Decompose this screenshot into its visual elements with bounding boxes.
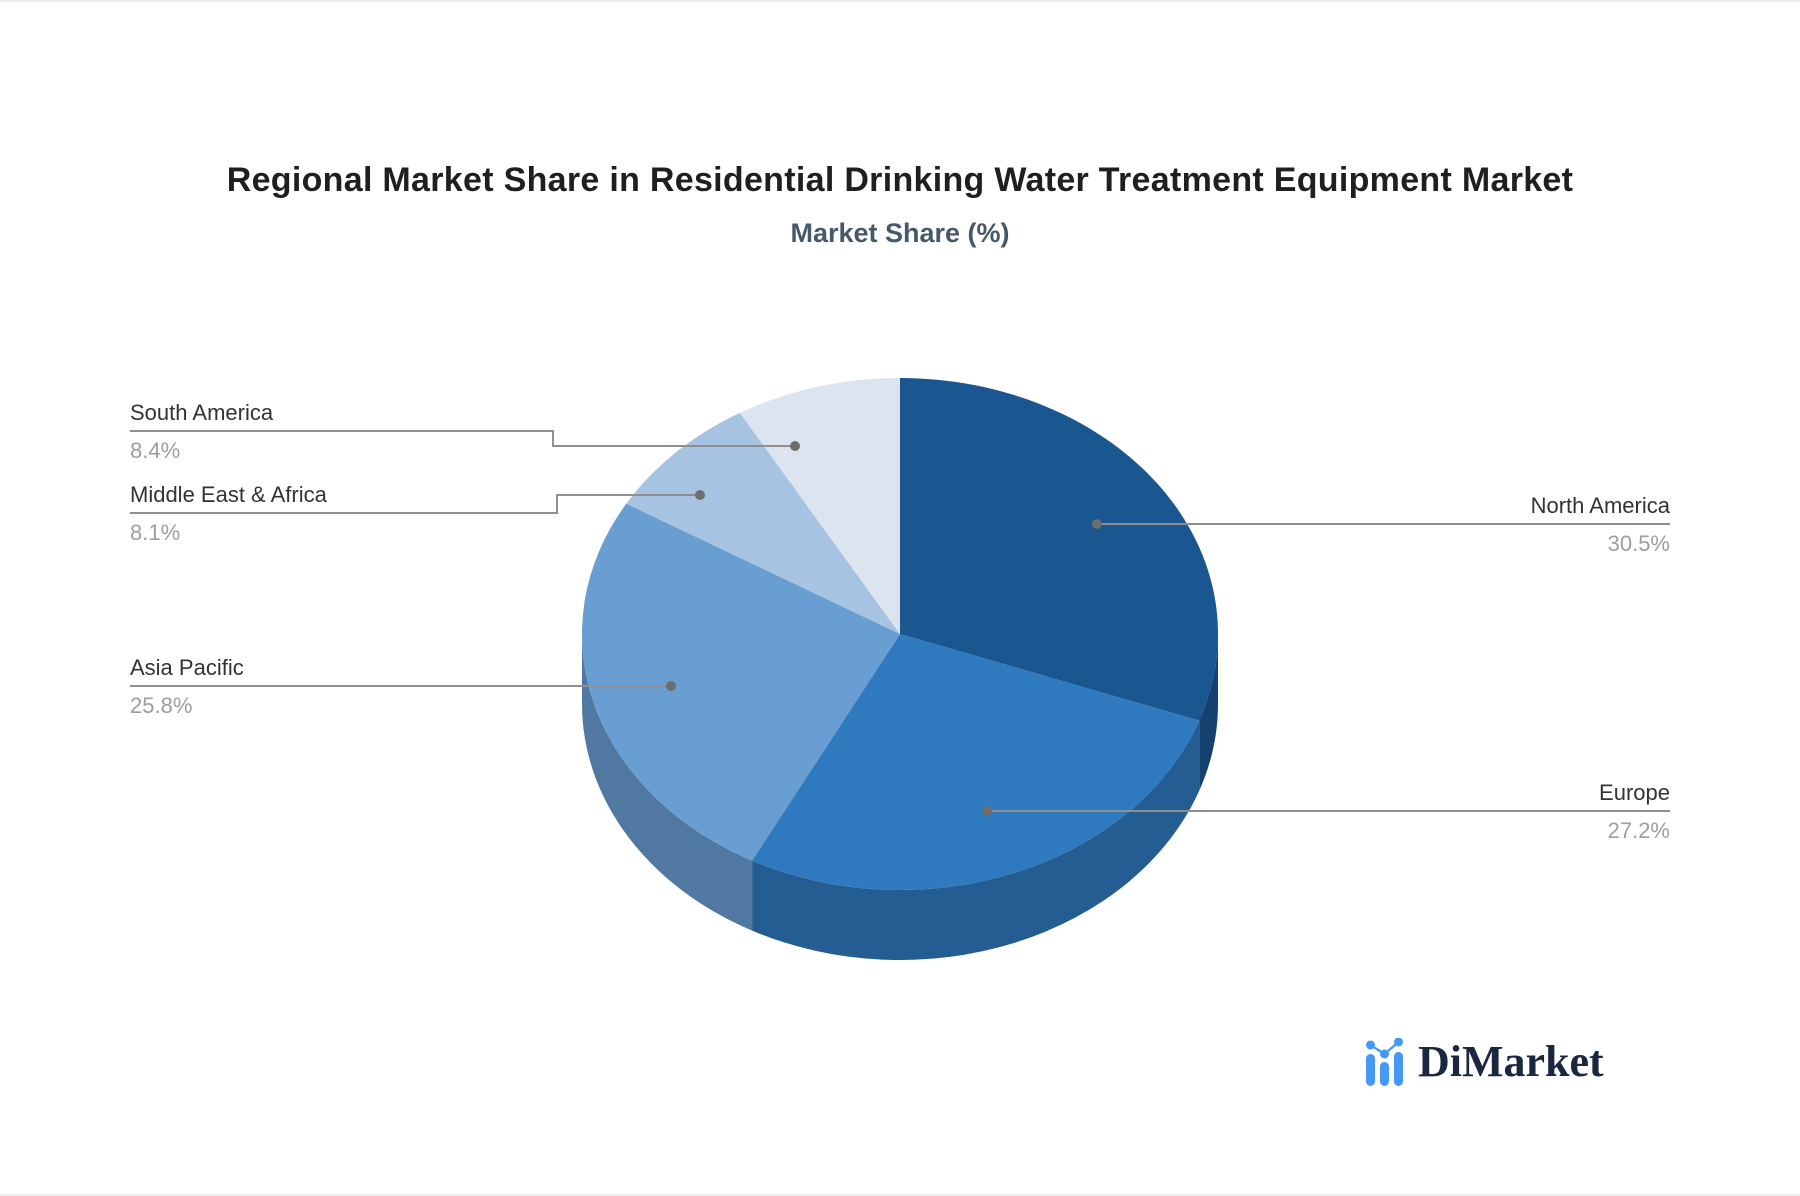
brand-logo: DiMarket [1366, 1038, 1604, 1086]
leader-dot-south-america [790, 441, 800, 451]
chart-title: Regional Market Share in Residential Dri… [226, 160, 1574, 199]
chart-subtitle: Market Share (%) [790, 218, 1010, 249]
slice-label: South America [130, 400, 274, 425]
slice-percentage: 30.5% [1607, 531, 1670, 556]
pie-slice-side-asia-pacific [582, 634, 753, 931]
pie-slice-south-america [739, 378, 900, 634]
slice-percentage: 27.2% [1607, 818, 1670, 843]
leader-line-south-america [130, 430, 795, 447]
label-asia-pacific: Asia Pacific 25.8% [130, 653, 244, 720]
pie-slice-middle-east-africa [626, 412, 900, 634]
leader-dot-middle-east-africa [695, 490, 705, 500]
pie-slice-europe [752, 634, 1200, 890]
top-border [0, 0, 1800, 2]
label-north-america: North America 30.5% [1531, 491, 1670, 558]
slice-label: North America [1530, 493, 1670, 518]
slice-label: Middle East & Africa [130, 482, 327, 507]
leader-line-middle-east-africa [130, 494, 700, 514]
leader-dot-asia-pacific [666, 681, 676, 691]
slice-label: Europe [1599, 780, 1670, 805]
bottom-border [0, 1194, 1800, 1196]
slice-percentage: 8.1% [130, 520, 181, 545]
label-south-america: South America 8.4% [130, 398, 273, 465]
pie-slice-side-north-america [1199, 634, 1218, 791]
pie-slice-asia-pacific [581, 503, 900, 861]
slice-percentage: 25.8% [130, 693, 193, 718]
slice-label: Asia Pacific [130, 655, 244, 680]
slice-percentage: 8.4% [130, 438, 181, 463]
bar-line-chart-icon [1366, 1038, 1403, 1086]
label-europe: Europe 27.2% [1599, 778, 1670, 845]
pie-slice-side-europe [752, 720, 1200, 960]
brand-name: DiMarket [1418, 1037, 1604, 1086]
label-middle-east-africa: Middle East & Africa 8.1% [130, 480, 327, 547]
leader-dot-north-america [1092, 519, 1102, 529]
leader-dot-europe [982, 806, 992, 816]
pie-slice-north-america [900, 378, 1218, 721]
